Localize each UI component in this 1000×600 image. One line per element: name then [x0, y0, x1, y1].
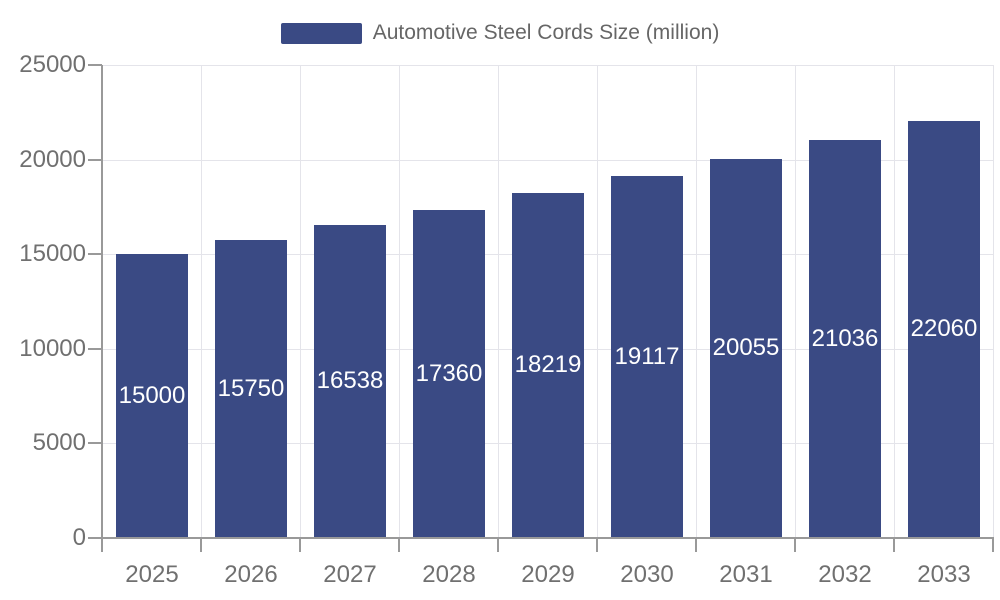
- gridline-horizontal: [102, 160, 993, 161]
- gridline-vertical: [399, 65, 400, 538]
- bar-value-label: 21036: [811, 324, 879, 352]
- y-tick-label: 25000: [19, 51, 86, 78]
- y-axis-tick: [88, 537, 102, 539]
- y-tick-label: 0: [72, 524, 86, 551]
- x-axis-line: [101, 537, 994, 539]
- bar-value-label: 15000: [118, 381, 186, 409]
- gridline-vertical: [300, 65, 301, 538]
- y-axis-tick: [88, 159, 102, 161]
- x-tick-label: 2026: [224, 561, 278, 588]
- y-tick-label: 20000: [19, 146, 86, 173]
- gridline-vertical: [795, 65, 796, 538]
- x-tick-label: 2031: [719, 561, 773, 588]
- x-axis-tick: [893, 538, 895, 552]
- bar[interactable]: 22060: [908, 121, 980, 537]
- gridline-vertical: [597, 65, 598, 538]
- x-axis-tick: [497, 538, 499, 552]
- gridline-vertical: [696, 65, 697, 538]
- bar-value-label: 19117: [614, 342, 680, 370]
- bar[interactable]: 21036: [809, 140, 881, 537]
- x-tick-label: 2025: [125, 561, 179, 588]
- x-axis-tick: [200, 538, 202, 552]
- x-tick-label: 2030: [620, 561, 674, 588]
- y-axis-tick: [88, 253, 102, 255]
- bar[interactable]: 17360: [413, 210, 485, 537]
- x-tick-label: 2032: [818, 561, 872, 588]
- gridline-horizontal: [102, 65, 993, 66]
- y-tick-label: 15000: [19, 240, 86, 267]
- x-tick-label: 2033: [917, 561, 971, 588]
- x-tick-label: 2027: [323, 561, 377, 588]
- gridline-vertical: [498, 65, 499, 538]
- x-axis-tick: [794, 538, 796, 552]
- bar-value-label: 15750: [217, 374, 285, 402]
- bar[interactable]: 15000: [116, 254, 188, 537]
- legend-swatch: [280, 22, 362, 44]
- bar-value-label: 17360: [415, 359, 483, 387]
- bar-value-label: 16538: [316, 367, 384, 394]
- bar[interactable]: 16538: [314, 225, 386, 537]
- y-axis-tick: [88, 442, 102, 444]
- legend-label: Automotive Steel Cords Size (million): [372, 21, 720, 44]
- x-tick-label: 2028: [422, 561, 476, 588]
- bar[interactable]: 15750: [215, 240, 287, 537]
- y-axis-tick: [88, 64, 102, 66]
- x-axis-tick: [992, 538, 994, 552]
- bar[interactable]: 20055: [710, 159, 782, 537]
- gridline-vertical: [993, 65, 994, 538]
- y-tick-label: 10000: [19, 335, 86, 362]
- y-axis-line: [101, 65, 103, 538]
- y-axis-tick: [88, 348, 102, 350]
- gridline-vertical: [894, 65, 895, 538]
- bar-value-label: 18219: [514, 351, 582, 378]
- x-axis-tick: [398, 538, 400, 552]
- x-axis-tick: [596, 538, 598, 552]
- bar[interactable]: 19117: [611, 176, 683, 537]
- y-tick-label: 5000: [32, 429, 86, 456]
- gridline-vertical: [201, 65, 202, 538]
- bar[interactable]: 18219: [512, 193, 584, 537]
- bar-value-label: 22060: [910, 315, 978, 342]
- bar-value-label: 20055: [712, 334, 780, 361]
- x-axis-tick: [695, 538, 697, 552]
- x-axis-tick: [101, 538, 103, 552]
- x-axis-tick: [299, 538, 301, 552]
- legend[interactable]: Automotive Steel Cords Size (million): [0, 21, 1000, 45]
- x-tick-label: 2029: [521, 561, 575, 588]
